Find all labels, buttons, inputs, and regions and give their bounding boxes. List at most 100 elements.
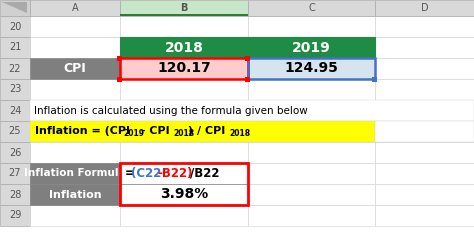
Bar (248, 205, 375, 226)
Bar (375, 121, 474, 142)
Text: 27: 27 (9, 168, 21, 179)
Bar (375, 163, 474, 184)
Text: 2018: 2018 (164, 40, 203, 55)
Bar (30, 163, 120, 184)
Bar (375, 121, 474, 142)
Text: 2019: 2019 (292, 40, 331, 55)
Bar (375, 142, 474, 163)
Bar (120, 142, 248, 163)
Bar (120, 184, 248, 205)
Bar (120, 205, 248, 226)
Text: /B22: /B22 (190, 167, 219, 180)
Bar (120, 37, 248, 58)
Text: B: B (180, 3, 188, 13)
Bar (375, 79, 474, 100)
Text: 28: 28 (9, 189, 21, 200)
Polygon shape (2, 2, 27, 13)
Bar (248, 16, 375, 37)
Bar (248, 37, 375, 58)
Bar (375, 100, 474, 121)
Text: 29: 29 (9, 211, 21, 220)
Bar (0, 205, 30, 226)
Bar (248, 58, 375, 79)
Text: 2019: 2019 (123, 129, 145, 138)
Bar (30, 121, 375, 142)
Bar (30, 79, 120, 100)
Bar (30, 100, 120, 121)
Text: Inflation: Inflation (49, 189, 101, 200)
Bar (30, 184, 120, 205)
Bar (30, 121, 120, 142)
Bar (120, 58, 248, 79)
Text: 23: 23 (9, 85, 21, 94)
Text: - CPI: - CPI (137, 126, 174, 137)
Text: 120.17: 120.17 (157, 62, 211, 75)
Text: C: C (308, 3, 315, 13)
Text: A: A (72, 3, 78, 13)
Text: 21: 21 (9, 43, 21, 52)
Bar (30, 58, 120, 79)
Bar (375, 16, 474, 37)
Bar (248, 184, 375, 205)
Text: ) / CPI: ) / CPI (188, 126, 229, 137)
Text: 124.95: 124.95 (284, 62, 338, 75)
Bar (0, 16, 30, 37)
Bar (120, 121, 248, 142)
Text: Inflation is calculated using the formula given below: Inflation is calculated using the formul… (34, 106, 308, 115)
Bar (30, 58, 120, 79)
Bar (0, 79, 30, 100)
Bar (0, 37, 30, 58)
Text: Inflation = (CPI: Inflation = (CPI (35, 126, 134, 137)
Bar (0, 142, 30, 163)
Bar (246, 55, 250, 60)
Bar (30, 100, 474, 121)
Text: (C22: (C22 (131, 167, 162, 180)
Text: 2018: 2018 (229, 129, 251, 138)
Bar (248, 79, 375, 100)
Text: 20: 20 (9, 21, 21, 31)
Bar (120, 58, 248, 79)
Bar (120, 58, 248, 79)
Text: 25: 25 (9, 126, 21, 137)
Bar (120, 163, 248, 184)
Bar (246, 77, 250, 82)
Text: CPI: CPI (64, 62, 86, 75)
Bar (30, 16, 120, 37)
Bar (30, 142, 120, 163)
Bar (120, 79, 248, 100)
Bar (0, 58, 30, 79)
Bar (120, 0, 248, 16)
Text: 26: 26 (9, 148, 21, 157)
Bar (0, 100, 30, 121)
Bar (248, 58, 375, 79)
Bar (375, 58, 474, 79)
Text: 3.98%: 3.98% (160, 188, 208, 201)
Bar (375, 0, 474, 16)
Bar (120, 16, 248, 37)
Bar (120, 163, 248, 205)
Text: =: = (125, 167, 135, 180)
Bar (30, 37, 120, 58)
Bar (118, 77, 122, 82)
Text: Inflation Formula: Inflation Formula (24, 168, 126, 179)
Text: 24: 24 (9, 106, 21, 115)
Bar (248, 100, 375, 121)
Text: 22: 22 (9, 63, 21, 74)
Bar (0, 184, 30, 205)
Bar (248, 58, 375, 79)
Text: 2018: 2018 (174, 129, 195, 138)
Bar (120, 14, 248, 16)
Bar (248, 121, 375, 142)
Bar (30, 184, 120, 205)
Text: D: D (421, 3, 428, 13)
Bar (375, 184, 474, 205)
Bar (120, 184, 248, 205)
Text: -B22): -B22) (157, 167, 193, 180)
Bar (373, 77, 377, 82)
Bar (120, 163, 248, 184)
Bar (248, 0, 375, 16)
Bar (30, 163, 120, 184)
Bar (0, 121, 30, 142)
Bar (30, 0, 120, 16)
Bar (248, 37, 375, 58)
